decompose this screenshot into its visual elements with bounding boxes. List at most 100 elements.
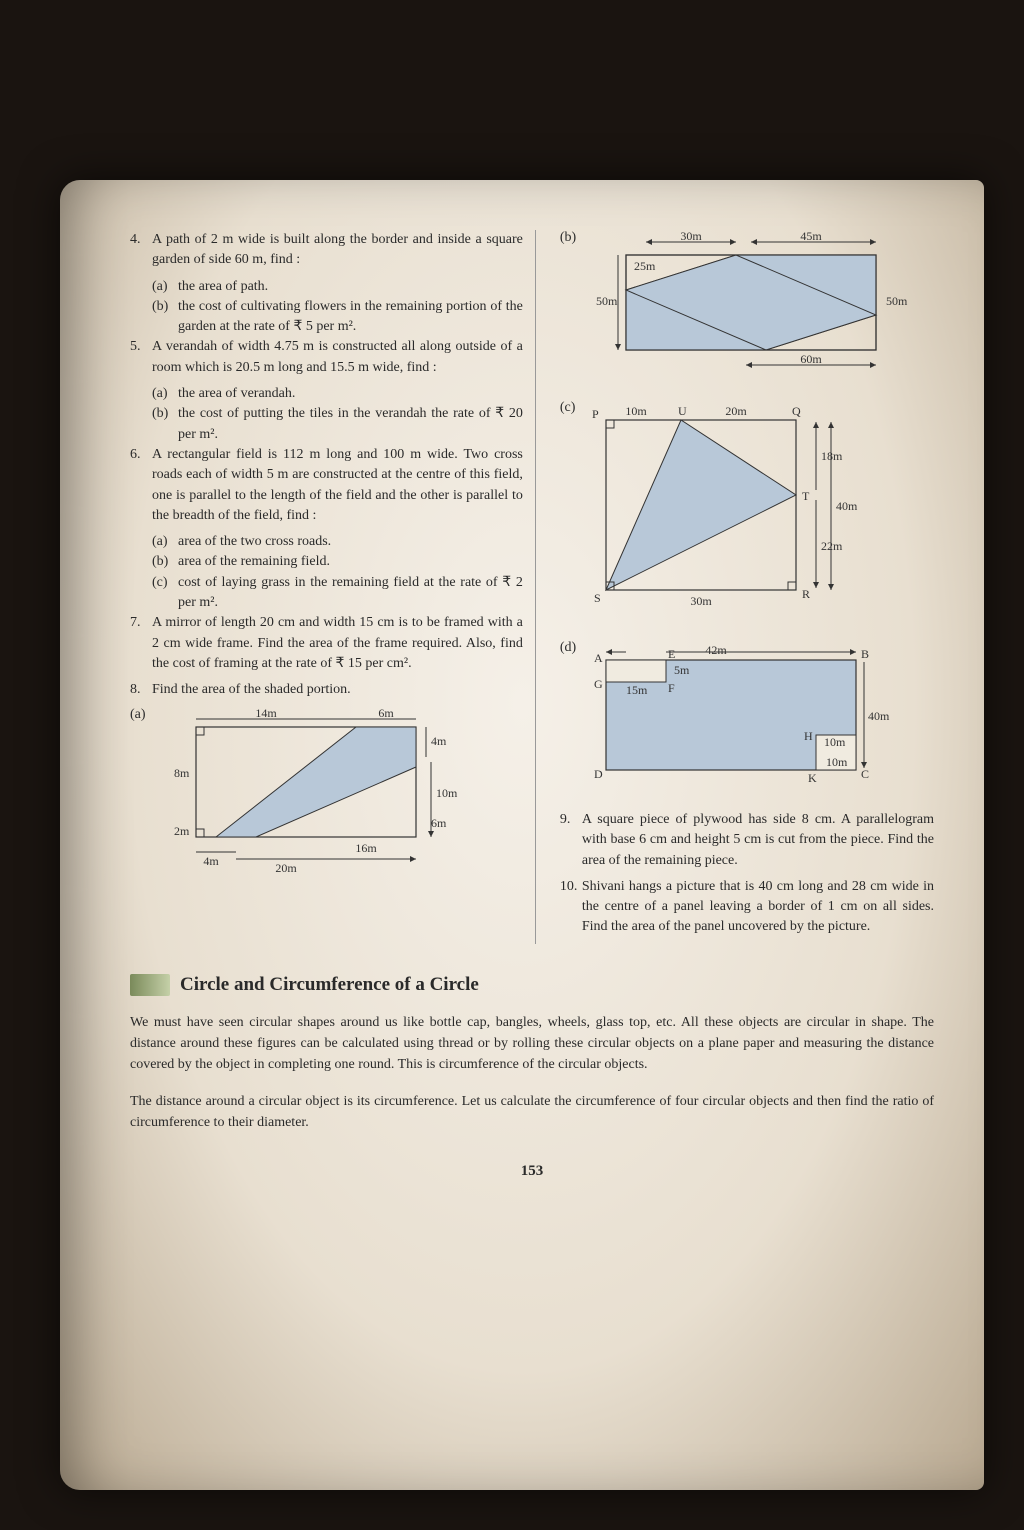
fc-Q: Q	[792, 404, 801, 418]
fb-50mL: 50m	[596, 294, 618, 308]
figure-c-label: (c)	[560, 400, 586, 416]
fc-18m: 18m	[821, 449, 843, 463]
fc-S: S	[594, 591, 601, 605]
q6-b-label: (b)	[152, 552, 178, 572]
fc-22m: 22m	[821, 539, 843, 553]
fc-20m: 20m	[725, 404, 747, 418]
fd-42m: 42m	[705, 643, 727, 657]
fb-30m: 30m	[680, 230, 702, 243]
q7-number: 7.	[130, 613, 152, 674]
q5-text: A verandah of width 4.75 m is constructe…	[152, 337, 523, 378]
fa-10m: 10m	[436, 786, 458, 800]
right-column: (b) 30m	[556, 230, 934, 944]
figure-a-row: (a) 14m 6m	[130, 707, 523, 877]
q9-text: A square piece of plywood has side 8 cm.…	[582, 810, 934, 871]
question-5: 5. A verandah of width 4.75 m is constru…	[130, 337, 523, 378]
fc-P: P	[592, 407, 599, 421]
fa-2m: 2m	[174, 824, 190, 838]
fb-50mR: 50m	[886, 294, 908, 308]
q7-text: A mirror of length 20 cm and width 15 cm…	[152, 613, 523, 674]
fc-T: T	[802, 489, 810, 503]
figure-d-svg: A B C D E F G H K 42m	[586, 640, 906, 790]
q8-number: 8.	[130, 680, 152, 700]
figure-a-label: (a)	[130, 707, 156, 723]
page-number: 153	[130, 1163, 934, 1180]
page: 4. A path of 2 m wide is built along the…	[60, 180, 984, 1490]
fa-8m: 8m	[174, 766, 190, 780]
fd-B: B	[861, 647, 869, 661]
q4-a: (a) the area of path.	[152, 277, 523, 297]
q9-number: 9.	[560, 810, 582, 871]
question-8: 8. Find the area of the shaded portion.	[130, 680, 523, 700]
paragraph-1: We must have seen circular shapes around…	[130, 1012, 934, 1075]
figure-d-label: (d)	[560, 640, 586, 656]
fc-R: R	[802, 587, 810, 601]
fd-15m: 15m	[626, 683, 648, 697]
left-column: 4. A path of 2 m wide is built along the…	[130, 230, 536, 944]
figure-b-label: (b)	[560, 230, 586, 246]
fc-40m: 40m	[836, 499, 858, 513]
section-heading: Circle and Circumference of a Circle	[130, 974, 934, 996]
fc-10m: 10m	[625, 404, 647, 418]
q5-a-text: the area of verandah.	[178, 384, 523, 404]
two-column-layout: 4. A path of 2 m wide is built along the…	[130, 230, 934, 944]
q10-text: Shivani hangs a picture that is 40 cm lo…	[582, 877, 934, 938]
q6-a: (a) area of the two cross roads.	[152, 532, 523, 552]
question-9: 9. A square piece of plywood has side 8 …	[560, 810, 934, 871]
q6-number: 6.	[130, 445, 152, 526]
q4-text: A path of 2 m wide is built along the bo…	[152, 230, 523, 271]
figure-a-svg: 14m 6m 4m 10m 6m 8m 2m	[156, 707, 466, 877]
fb-60m: 60m	[800, 352, 822, 366]
fd-E: E	[668, 647, 675, 661]
fc-U: U	[678, 404, 687, 418]
question-6: 6. A rectangular field is 112 m long and…	[130, 445, 523, 526]
q5-a-label: (a)	[152, 384, 178, 404]
q4-number: 4.	[130, 230, 152, 271]
fd-F: F	[668, 681, 675, 695]
q6-b: (b) area of the remaining field.	[152, 552, 523, 572]
q5-b: (b) the cost of putting the tiles in the…	[152, 404, 523, 445]
fb-45m: 45m	[800, 230, 822, 243]
fa-14m: 14m	[255, 707, 277, 720]
fa-6mb: 6m	[431, 816, 447, 830]
section-title: Circle and Circumference of a Circle	[180, 974, 479, 996]
q6-text: A rectangular field is 112 m long and 10…	[152, 445, 523, 526]
fd-D: D	[594, 767, 603, 781]
q5-number: 5.	[130, 337, 152, 378]
fa-6m: 6m	[378, 707, 394, 720]
fd-C: C	[861, 767, 869, 781]
figure-d-row: (d) A B C D E F	[560, 640, 934, 790]
q6-c-text: cost of laying grass in the remaining fi…	[178, 573, 523, 614]
section-icon	[130, 974, 170, 996]
figure-b-row: (b) 30m	[560, 230, 934, 380]
q8-text: Find the area of the shaded portion.	[152, 680, 523, 700]
q10-number: 10.	[560, 877, 582, 938]
fa-20m: 20m	[275, 861, 297, 875]
figure-c-row: (c) P U Q T R	[560, 400, 934, 620]
fd-40m: 40m	[868, 709, 890, 723]
fd-K: K	[808, 771, 817, 785]
fd-G: G	[594, 677, 603, 691]
q6-a-text: area of the two cross roads.	[178, 532, 523, 552]
question-7: 7. A mirror of length 20 cm and width 15…	[130, 613, 523, 674]
fd-5m: 5m	[674, 663, 690, 677]
figure-b-svg: 30m 45m 25m 50m 50m	[586, 230, 926, 380]
fa-4m: 4m	[431, 734, 447, 748]
question-10: 10. Shivani hangs a picture that is 40 c…	[560, 877, 934, 938]
fd-h10: 10m	[824, 735, 846, 749]
q5-b-text: the cost of putting the tiles in the ver…	[178, 404, 523, 445]
q5-b-label: (b)	[152, 404, 178, 445]
paragraph-2: The distance around a circular object is…	[130, 1091, 934, 1133]
q6-a-label: (a)	[152, 532, 178, 552]
q4-b-label: (b)	[152, 297, 178, 338]
fd-H: H	[804, 729, 813, 743]
figure-c-svg: P U Q T R S 10m 20m 18m 40m	[586, 400, 906, 620]
question-4: 4. A path of 2 m wide is built along the…	[130, 230, 523, 271]
fd-A: A	[594, 651, 603, 665]
q6-c-label: (c)	[152, 573, 178, 614]
fc-30m: 30m	[690, 594, 712, 608]
q4-a-label: (a)	[152, 277, 178, 297]
q4-b-text: the cost of cultivating flowers in the r…	[178, 297, 523, 338]
q5-a: (a) the area of verandah.	[152, 384, 523, 404]
fa-16m: 16m	[355, 841, 377, 855]
